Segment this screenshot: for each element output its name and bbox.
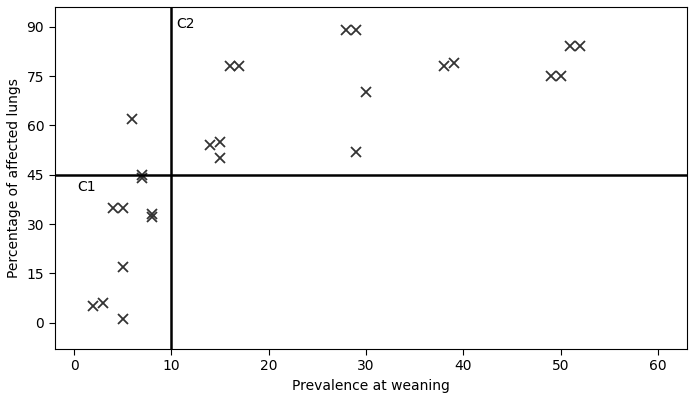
Text: C2: C2 — [176, 17, 195, 31]
X-axis label: Prevalence at weaning: Prevalence at weaning — [292, 379, 450, 393]
Y-axis label: Percentage of affected lungs: Percentage of affected lungs — [7, 78, 21, 278]
Text: C1: C1 — [77, 180, 96, 194]
